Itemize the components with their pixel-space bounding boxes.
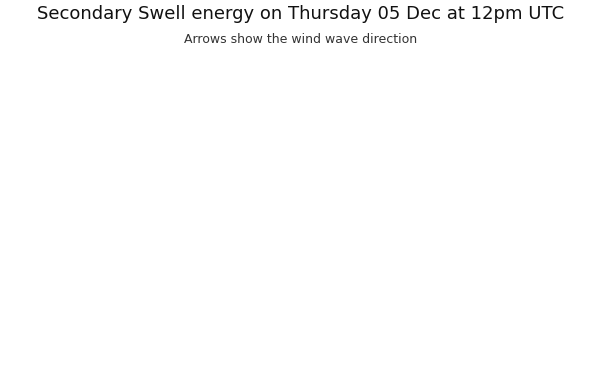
Text: Secondary Swell energy on Thursday 05 Dec at 12pm UTC: Secondary Swell energy on Thursday 05 De… xyxy=(37,5,564,23)
Text: cartopy required: cartopy required xyxy=(185,203,416,231)
Text: Arrows show the wind wave direction: Arrows show the wind wave direction xyxy=(184,33,417,46)
